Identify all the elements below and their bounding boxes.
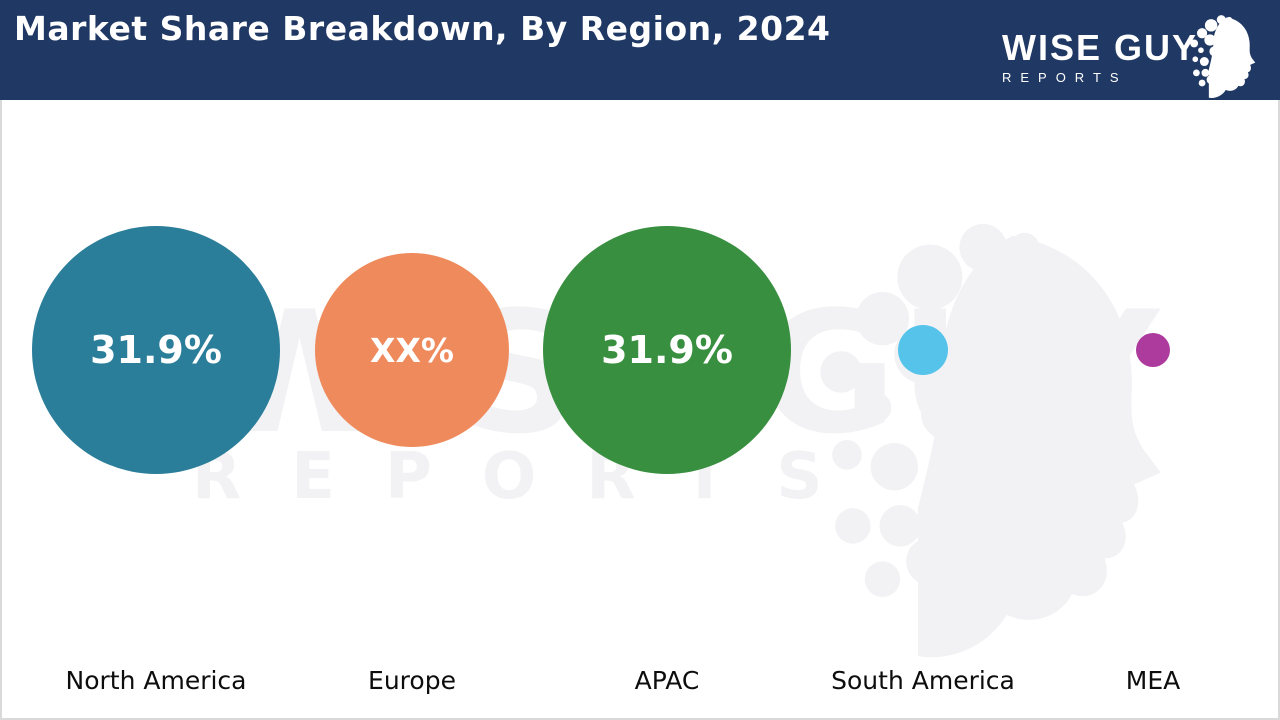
bubble-north-america: 31.9%	[32, 226, 280, 474]
header-bar: Market Share Breakdown, By Region, 2024 …	[0, 0, 1280, 100]
bubble-value-label: XX%	[370, 330, 454, 370]
bubble-value-label: 31.9%	[90, 328, 222, 372]
bubble-value-label: 31.9%	[601, 328, 733, 372]
wiseguy-logo: WISE GUY REPORTS	[1002, 14, 1262, 100]
bubble-south-america	[898, 325, 948, 375]
watermark-text-line2: REPORTS	[192, 440, 873, 514]
region-label-mea: MEA	[1125, 666, 1181, 695]
bubble-apac: 31.9%	[543, 226, 791, 474]
logo-subtitle: REPORTS	[1001, 69, 1128, 85]
bubble-europe: XX%	[315, 253, 509, 447]
region-label-south-america: South America	[831, 666, 1015, 695]
bubble-chart: WISE GUY REPORTS 31.9%North AmericaXX%Eu…	[0, 100, 1280, 720]
region-label-north-america: North America	[65, 666, 247, 695]
logo-name: WISE GUY	[1001, 27, 1198, 69]
page-title: Market Share Breakdown, By Region, 2024	[14, 9, 831, 48]
bubble-mea	[1136, 333, 1170, 367]
region-label-europe: Europe	[368, 666, 456, 695]
wiseguy-watermark-face	[820, 223, 1161, 658]
region-label-apac: APAC	[634, 666, 700, 695]
wiseguy-face-icon	[1190, 15, 1256, 98]
